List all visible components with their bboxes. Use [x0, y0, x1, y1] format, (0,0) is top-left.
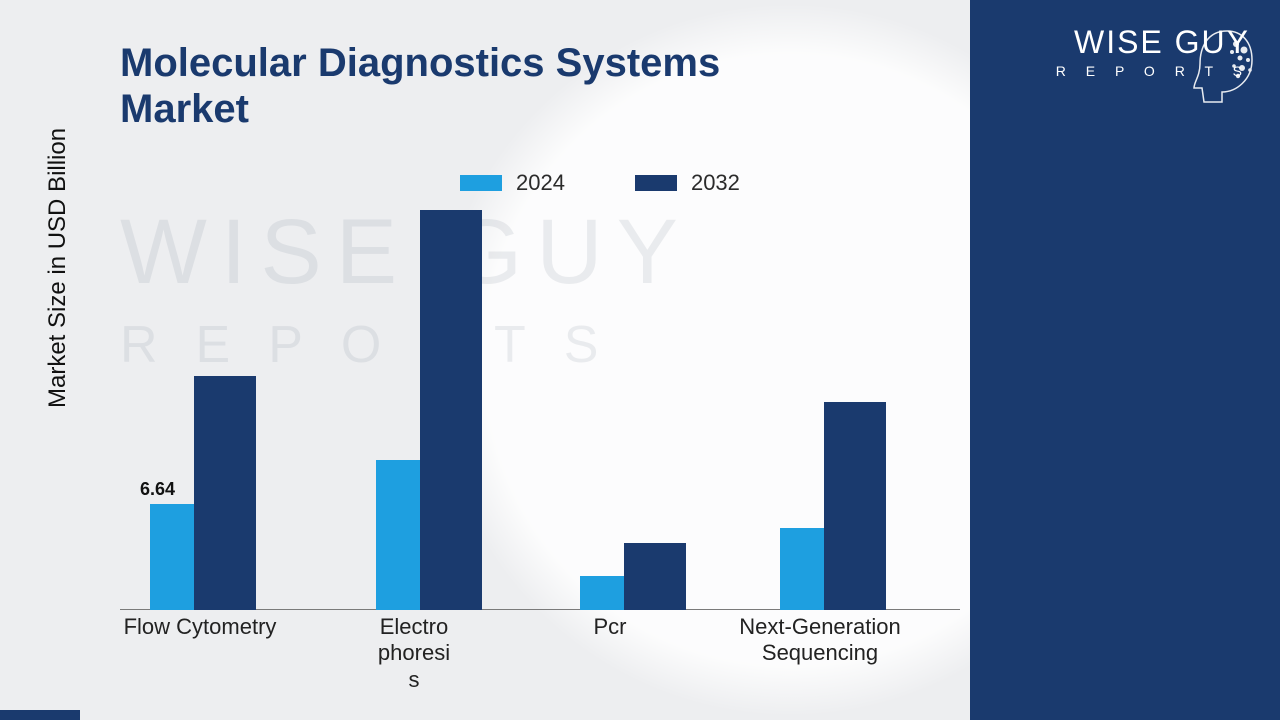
legend-swatch-2024 — [460, 175, 502, 191]
x-axis-category-label: Electrophoresis — [366, 614, 462, 693]
brand-line1: WISE GUY — [1056, 24, 1250, 61]
bottom-accent-bar — [0, 710, 80, 720]
legend-swatch-2032 — [635, 175, 677, 191]
y-axis-label: Market Size in USD Billion — [44, 128, 72, 408]
chart-canvas: WISE GUY REPORTS WISE GUY R E P O R T S … — [0, 0, 1280, 720]
legend-item-2032: 2032 — [635, 170, 740, 196]
x-axis-category-label: Flow Cytometry — [120, 614, 280, 640]
legend: 2024 2032 — [460, 170, 740, 196]
legend-label-2032: 2032 — [691, 170, 740, 196]
bar — [194, 376, 256, 610]
bar-group: 6.64 — [150, 376, 256, 610]
bar-value-label: 6.64 — [140, 479, 175, 504]
brand-logo: WISE GUY R E P O R T S — [1056, 24, 1250, 79]
chart-plot-area: 6.64 — [120, 210, 960, 610]
bar-group — [580, 543, 686, 610]
legend-item-2024: 2024 — [460, 170, 565, 196]
chart-title: Molecular Diagnostics Systems Market — [120, 40, 840, 132]
x-axis-category-label: Next-Generation Sequencing — [710, 614, 930, 667]
brand-line2: R E P O R T S — [1056, 63, 1250, 79]
bar — [420, 210, 482, 610]
right-brand-band — [970, 0, 1280, 720]
legend-label-2024: 2024 — [516, 170, 565, 196]
bar — [624, 543, 686, 610]
bar-group — [780, 402, 886, 610]
bar — [824, 402, 886, 610]
bar-group — [376, 210, 482, 610]
x-axis-category-label: Pcr — [550, 614, 670, 640]
